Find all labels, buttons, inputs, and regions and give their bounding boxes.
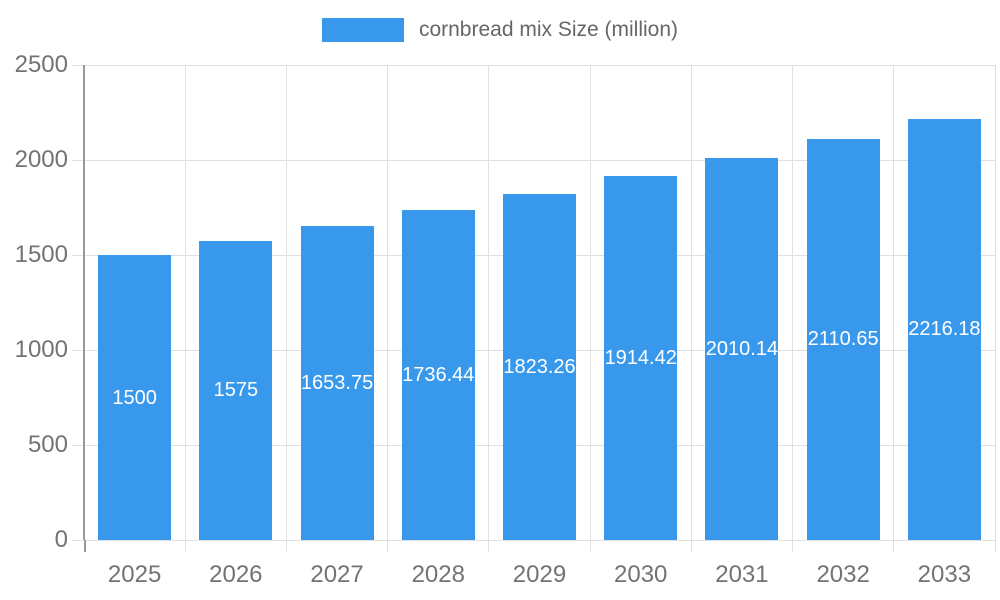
y-tick — [72, 159, 84, 161]
y-tick — [72, 349, 84, 351]
bar-value-label: 2216.18 — [908, 318, 981, 341]
x-gridline — [893, 65, 895, 540]
bar[interactable] — [300, 225, 374, 540]
bar-value-label: 1653.75 — [300, 371, 374, 394]
bar[interactable] — [705, 158, 779, 540]
bar[interactable] — [401, 210, 475, 540]
x-tick — [690, 540, 692, 552]
x-axis-label: 2033 — [917, 561, 972, 588]
x-tick — [387, 540, 389, 552]
legend-color-swatch — [321, 18, 404, 42]
x-axis-label: 2029 — [512, 561, 567, 588]
y-gridline — [84, 159, 995, 161]
x-tick — [589, 540, 591, 552]
x-axis-label: 2030 — [614, 561, 668, 588]
bar[interactable] — [503, 193, 576, 540]
x-gridline — [690, 65, 692, 540]
legend[interactable]: cornbread mix Size (million) — [0, 17, 1000, 43]
x-gridline — [994, 65, 996, 540]
x-tick — [893, 540, 895, 552]
y-tick — [72, 444, 84, 446]
x-tick — [488, 540, 490, 552]
x-axis-label: 2027 — [310, 561, 364, 588]
x-gridline — [488, 65, 490, 540]
x-axis-label: 2026 — [209, 561, 263, 588]
x-tick — [83, 540, 86, 552]
x-gridline — [792, 65, 794, 540]
x-axis-label: 2025 — [107, 561, 162, 588]
bar[interactable] — [907, 118, 981, 540]
bar[interactable] — [604, 176, 678, 540]
bar-value-label: 1736.44 — [402, 364, 475, 387]
y-gridline — [84, 64, 995, 66]
y-axis-label: 0 — [54, 526, 68, 553]
y-tick — [72, 64, 84, 66]
y-axis-line — [83, 65, 85, 540]
x-gridline — [589, 65, 591, 540]
y-gridline — [84, 539, 995, 541]
bar[interactable] — [806, 138, 880, 540]
x-tick — [184, 540, 186, 552]
bar-value-label: 1500 — [112, 386, 157, 409]
y-axis-label: 1500 — [14, 241, 68, 268]
x-tick — [285, 540, 287, 552]
x-gridline — [285, 65, 287, 540]
bar[interactable] — [199, 240, 273, 540]
bar-value-label: 2010.14 — [705, 338, 779, 361]
bar-value-label: 2110.65 — [807, 328, 879, 351]
y-axis-label: 500 — [27, 431, 68, 458]
y-tick — [72, 539, 84, 541]
bar[interactable] — [98, 255, 172, 540]
bar-value-label: 1823.26 — [503, 355, 576, 378]
x-axis-label: 2031 — [715, 561, 769, 588]
x-gridline — [387, 65, 389, 540]
y-tick — [72, 254, 84, 256]
y-axis-label: 2000 — [14, 146, 68, 173]
y-axis-label: 1000 — [14, 336, 68, 363]
x-gridline — [184, 65, 186, 540]
bar-value-label: 1914.42 — [604, 347, 677, 370]
x-tick — [792, 540, 794, 552]
x-axis-label: 2028 — [411, 561, 465, 588]
legend-label: cornbread mix Size (million) — [418, 18, 679, 41]
bar-value-label: 1575 — [213, 379, 259, 402]
y-axis-label: 2500 — [14, 51, 68, 78]
x-tick — [994, 540, 996, 552]
x-axis-label: 2032 — [816, 561, 870, 588]
